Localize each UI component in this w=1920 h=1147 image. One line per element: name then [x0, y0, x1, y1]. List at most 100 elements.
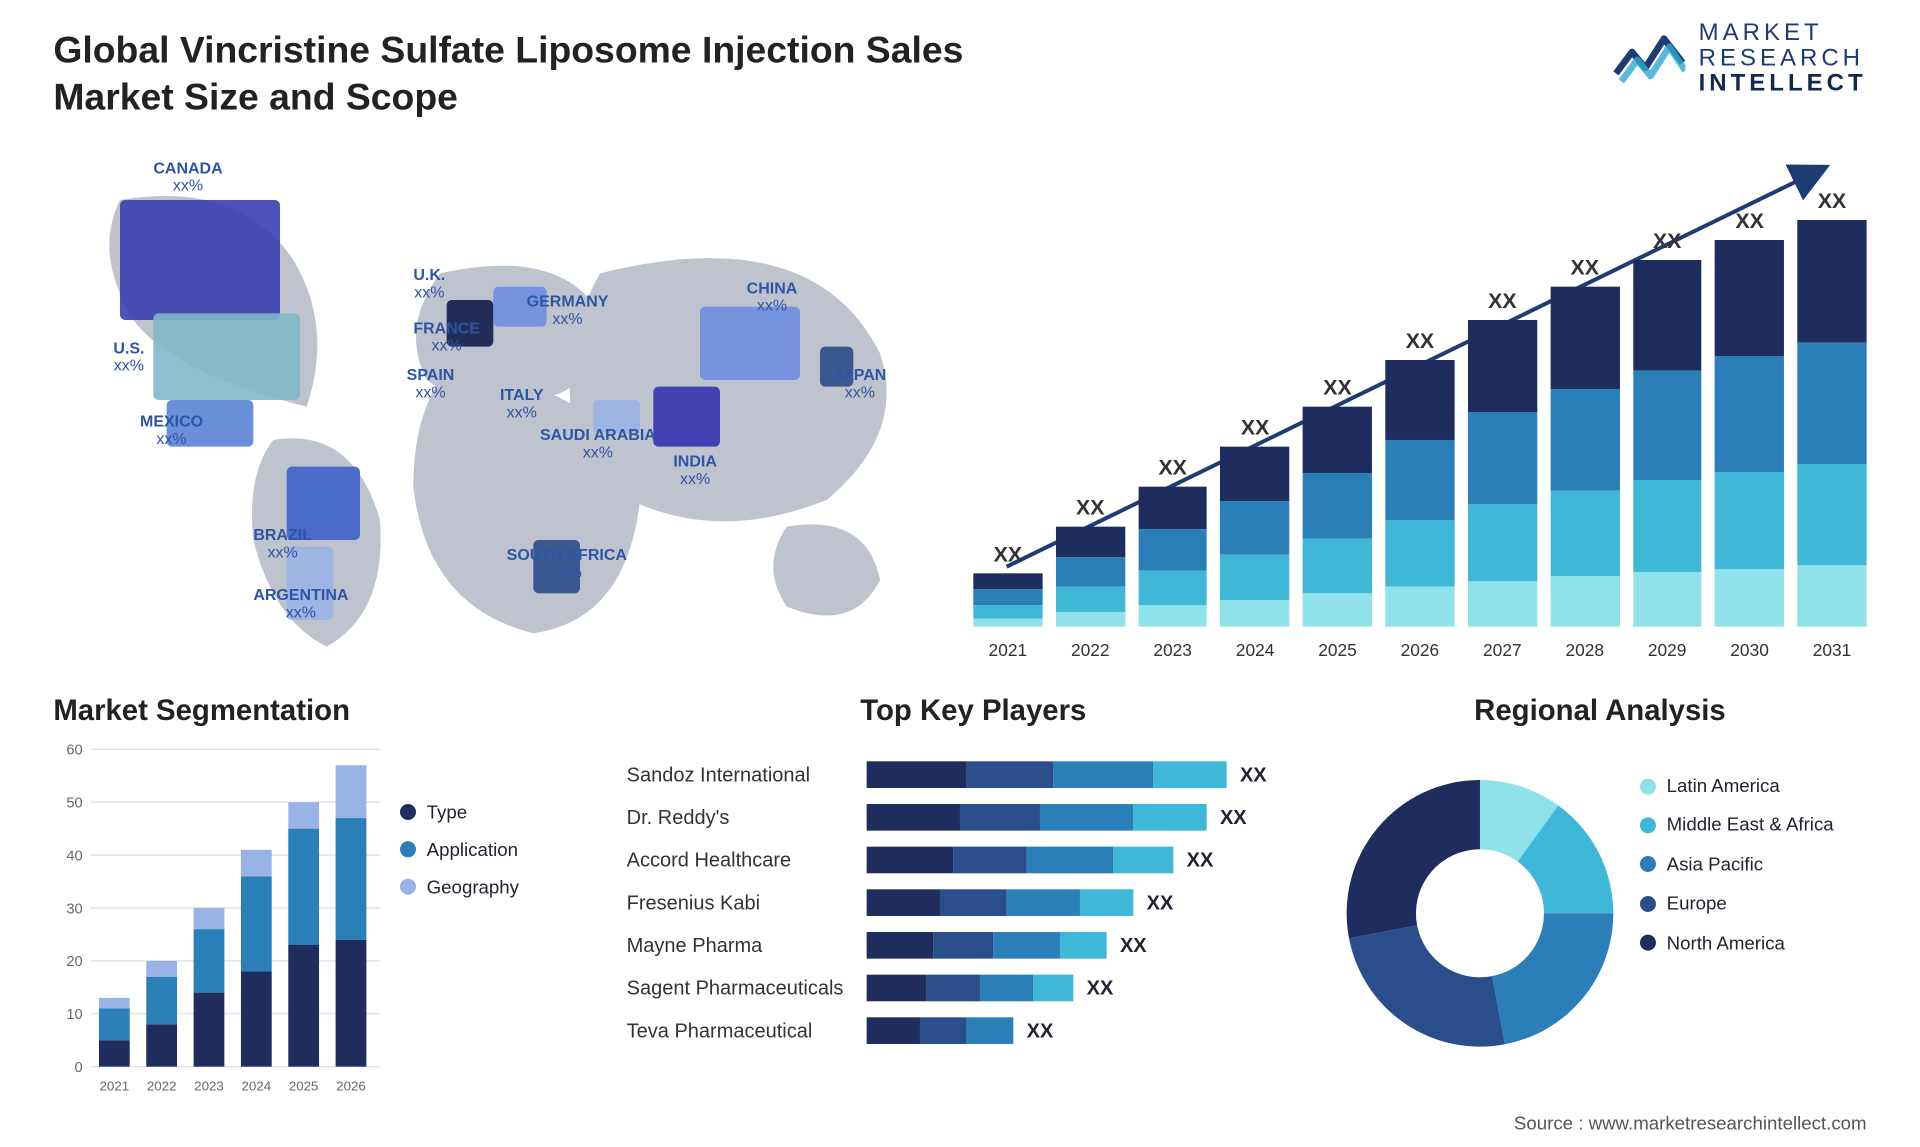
player-value-label: XX — [1240, 763, 1267, 786]
growth-bar-2027: XX — [1468, 291, 1537, 627]
map-label-us: U.S.xx% — [113, 340, 144, 375]
growth-value-label: XX — [1571, 257, 1599, 281]
seg-legend-application: Application — [400, 831, 519, 868]
segmentation-title: Market Segmentation — [53, 693, 586, 728]
svg-text:30: 30 — [66, 901, 82, 917]
growth-bar-2023: XX — [1138, 457, 1207, 626]
map-label-argentina: ARGENTINAxx% — [253, 587, 348, 622]
svg-text:2021: 2021 — [100, 1079, 130, 1094]
seg-legend-type: Type — [400, 793, 519, 830]
player-name: Accord Healthcare — [627, 849, 867, 872]
growth-value-label: XX — [1241, 417, 1269, 441]
map-label-india: INDIAxx% — [673, 453, 717, 488]
growth-value-label: XX — [1735, 211, 1763, 235]
regional-panel: Regional Analysis Latin AmericaMiddle Ea… — [1333, 693, 1866, 1106]
map-label-spain: SPAINxx% — [407, 367, 455, 402]
region-legend-north-america: North America — [1640, 923, 1834, 962]
player-name: Mayne Pharma — [627, 934, 867, 957]
segmentation-legend: TypeApplicationGeography — [400, 793, 519, 905]
map-label-france: FRANCExx% — [413, 320, 480, 355]
region-legend-asia-pacific: Asia Pacific — [1640, 845, 1834, 884]
growth-chart-panel: XX XX XX XX XX XX XX XX XX XX XX 2021 2022 2023 2024 2… — [973, 127, 1866, 660]
svg-text:20: 20 — [66, 954, 82, 970]
svg-text:2023: 2023 — [194, 1079, 224, 1094]
player-value-label: XX — [1187, 849, 1214, 872]
player-bar — [867, 1017, 1014, 1044]
player-bar — [867, 975, 1074, 1002]
player-row: Fresenius Kabi XX — [627, 881, 1320, 924]
player-row: Dr. Reddy's XX — [627, 796, 1320, 839]
svg-text:50: 50 — [66, 796, 82, 812]
growth-bar-2030: XX — [1715, 211, 1784, 627]
growth-bar-2029: XX — [1633, 231, 1702, 627]
growth-year-label: 2031 — [1797, 640, 1866, 660]
svg-text:40: 40 — [66, 848, 82, 864]
growth-year-label: 2021 — [973, 640, 1042, 660]
map-label-china: CHINAxx% — [747, 280, 798, 315]
growth-year-label: 2022 — [1056, 640, 1125, 660]
map-label-saudiarabia: SAUDI ARABIAxx% — [540, 427, 656, 462]
segmentation-panel: Market Segmentation 01020304050602021202… — [53, 693, 586, 1106]
growth-value-label: XX — [1406, 331, 1434, 355]
player-value-label: XX — [1120, 934, 1147, 957]
growth-value-label: XX — [1653, 231, 1681, 255]
growth-bar-2024: XX — [1221, 417, 1290, 626]
player-row: Mayne Pharma XX — [627, 924, 1320, 967]
player-value-label: XX — [1147, 891, 1174, 914]
growth-value-label: XX — [1076, 497, 1104, 521]
map-label-southafrica: SOUTH AFRICAxx% — [507, 547, 627, 582]
player-row: Sagent PharmaceuticalsXX — [627, 967, 1320, 1010]
growth-value-label: XX — [1158, 457, 1186, 481]
growth-year-label: 2029 — [1633, 640, 1702, 660]
growth-value-label: XX — [1818, 191, 1846, 215]
player-name: Fresenius Kabi — [627, 891, 867, 914]
regional-title: Regional Analysis — [1333, 693, 1866, 728]
logo-line2: RESEARCH — [1699, 45, 1867, 70]
svg-text:2026: 2026 — [336, 1079, 366, 1094]
logo-line1: MARKET — [1699, 20, 1867, 45]
growth-year-label: 2025 — [1303, 640, 1372, 660]
region-legend-middle-east---africa: Middle East & Africa — [1640, 806, 1834, 845]
growth-bar-2022: XX — [1056, 497, 1125, 626]
logo-line3: INTELLECT — [1699, 70, 1867, 95]
map-label-japan: JAPANxx% — [833, 367, 886, 402]
growth-bar-2026: XX — [1385, 331, 1454, 627]
player-bar — [867, 889, 1134, 916]
map-label-mexico: MEXICOxx% — [140, 413, 203, 448]
player-row: Sandoz International XX — [627, 753, 1320, 796]
segmentation-chart: 0102030405060202120222023202420252026 — [53, 739, 380, 1099]
svg-text:10: 10 — [66, 1007, 82, 1023]
growth-bar-2025: XX — [1303, 377, 1372, 626]
growth-value-label: XX — [994, 544, 1022, 568]
player-name: Dr. Reddy's — [627, 806, 867, 829]
key-players-panel: Top Key Players Sandoz InternationalXXDr… — [627, 693, 1320, 1106]
growth-value-label: XX — [1488, 291, 1516, 315]
brand-logo: MARKET RESEARCH INTELLECT — [1613, 20, 1866, 96]
player-value-label: XX — [1027, 1019, 1054, 1042]
map-label-canada: CANADAxx% — [153, 160, 222, 195]
svg-text:2022: 2022 — [147, 1079, 177, 1094]
growth-bar-2028: XX — [1550, 257, 1619, 626]
player-name: Sagent Pharmaceuticals — [627, 977, 867, 1000]
svg-text:2025: 2025 — [289, 1079, 319, 1094]
regional-legend: Latin AmericaMiddle East & AfricaAsia Pa… — [1640, 767, 1834, 963]
map-label-brazil: BRAZILxx% — [253, 527, 312, 562]
player-row: Teva Pharmaceutical XX — [627, 1009, 1320, 1052]
growth-year-label: 2023 — [1138, 640, 1207, 660]
player-name: Sandoz International — [627, 763, 867, 786]
growth-bar-2021: XX — [973, 544, 1042, 627]
world-map-panel: CANADAxx% U.S.xx% MEXICOxx% BRAZILxx% ARGENT… — [40, 127, 947, 660]
map-label-germany: GERMANYxx% — [527, 293, 609, 328]
player-name: Teva Pharmaceutical — [627, 1019, 867, 1042]
growth-year-label: 2024 — [1221, 640, 1290, 660]
player-value-label: XX — [1220, 806, 1247, 829]
player-row: Accord Healthcare XX — [627, 839, 1320, 882]
growth-year-label: 2030 — [1715, 640, 1784, 660]
player-bar — [867, 847, 1174, 874]
svg-text:2024: 2024 — [241, 1079, 271, 1094]
world-map — [40, 127, 947, 660]
growth-value-label: XX — [1323, 377, 1351, 401]
region-legend-latin-america: Latin America — [1640, 767, 1834, 806]
svg-text:60: 60 — [66, 743, 82, 759]
map-label-italy: ITALYxx% — [500, 387, 544, 422]
